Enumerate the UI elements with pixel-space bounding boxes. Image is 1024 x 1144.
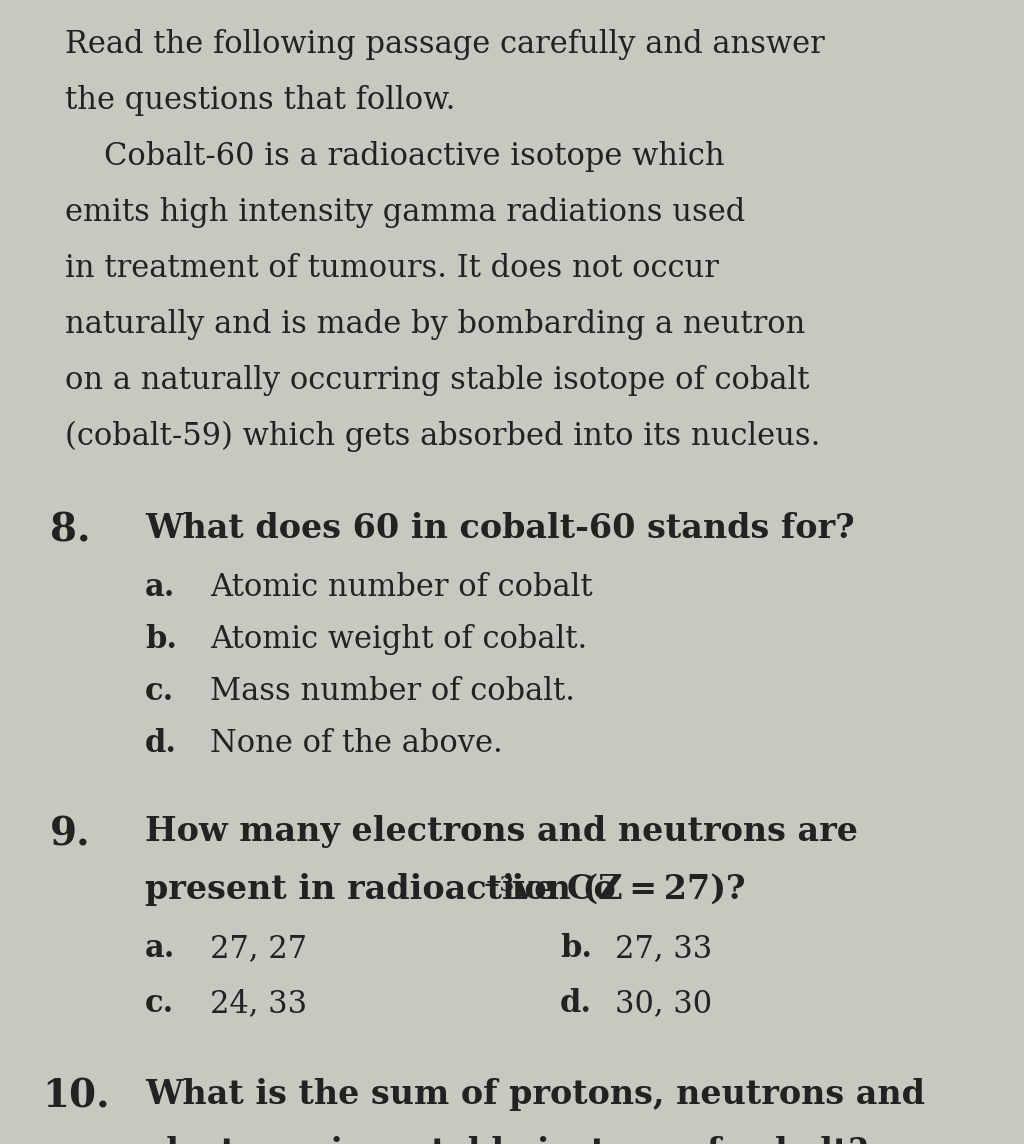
Text: emits high intensity gamma radiations used: emits high intensity gamma radiations us… <box>65 197 745 228</box>
Text: How many electrons and neutrons are: How many electrons and neutrons are <box>145 815 858 848</box>
Text: 10.: 10. <box>42 1078 110 1117</box>
Text: What does 60 in cobalt-60 stands for?: What does 60 in cobalt-60 stands for? <box>145 513 855 545</box>
Text: Atomic number of cobalt: Atomic number of cobalt <box>210 572 593 603</box>
Text: c.: c. <box>145 988 174 1019</box>
Text: 9.: 9. <box>50 815 91 853</box>
Text: c.: c. <box>145 676 174 707</box>
Text: naturally and is made by bombarding a neutron: naturally and is made by bombarding a ne… <box>65 309 805 340</box>
Text: on a naturally occurring stable isotope of cobalt: on a naturally occurring stable isotope … <box>65 365 810 396</box>
Text: Cobalt-60 is a radioactive isotope which: Cobalt-60 is a radioactive isotope which <box>65 141 725 172</box>
Text: (cobalt-59) which gets absorbed into its nucleus.: (cobalt-59) which gets absorbed into its… <box>65 421 820 452</box>
Text: b.: b. <box>560 934 592 964</box>
Text: Atomic weight of cobalt.: Atomic weight of cobalt. <box>210 623 587 656</box>
Text: d.: d. <box>560 988 592 1019</box>
Text: b.: b. <box>145 623 177 656</box>
Text: 30, 30: 30, 30 <box>615 988 712 1019</box>
Text: Read the following passage carefully and answer: Read the following passage carefully and… <box>65 29 824 59</box>
Text: 24, 33: 24, 33 <box>210 988 307 1019</box>
Text: +3: +3 <box>482 875 515 895</box>
Text: 27, 27: 27, 27 <box>210 934 307 964</box>
Text: 27, 33: 27, 33 <box>615 934 713 964</box>
Text: a.: a. <box>145 934 175 964</box>
Text: present in radioactive Co: present in radioactive Co <box>145 873 615 906</box>
Text: What is the sum of protons, neutrons and: What is the sum of protons, neutrons and <box>145 1078 925 1111</box>
Text: None of the above.: None of the above. <box>210 728 503 758</box>
Text: electrons in a stable isotope of cobalt?: electrons in a stable isotope of cobalt? <box>145 1136 868 1144</box>
Text: 8.: 8. <box>50 513 90 550</box>
Text: in treatment of tumours. It does not occur: in treatment of tumours. It does not occ… <box>65 253 719 284</box>
Text: d.: d. <box>145 728 177 758</box>
Text: the questions that follow.: the questions that follow. <box>65 85 456 116</box>
Text: ion (Z = 27)?: ion (Z = 27)? <box>501 873 746 906</box>
Text: a.: a. <box>145 572 175 603</box>
Text: Mass number of cobalt.: Mass number of cobalt. <box>210 676 575 707</box>
